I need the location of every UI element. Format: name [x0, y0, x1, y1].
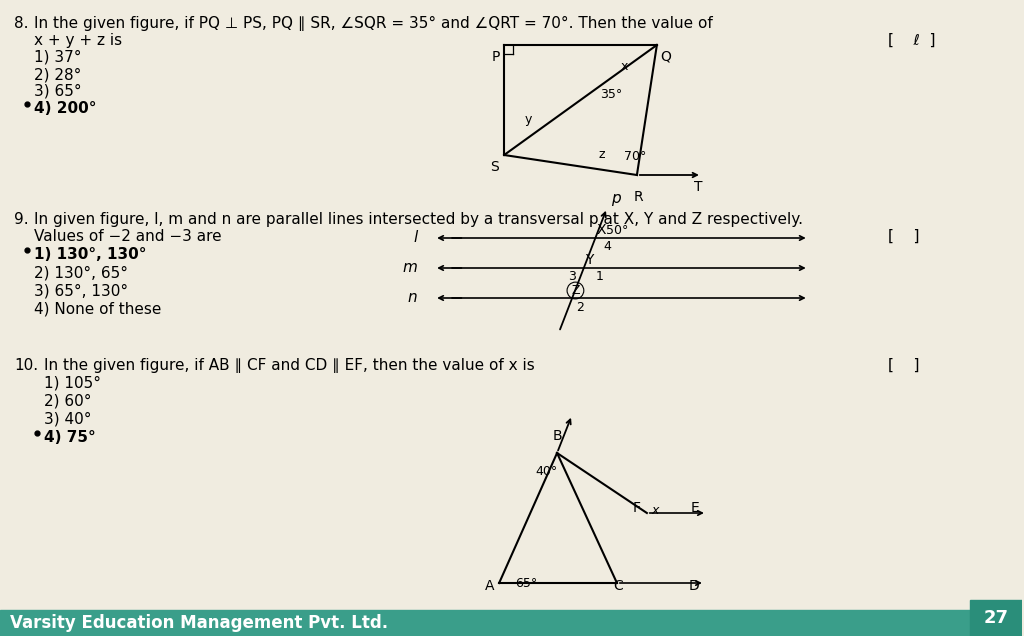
Text: F: F	[633, 501, 641, 515]
Text: 1: 1	[596, 270, 603, 283]
Text: x: x	[651, 504, 658, 517]
Text: 2) 130°, 65°: 2) 130°, 65°	[34, 265, 128, 280]
Text: 2: 2	[577, 301, 584, 314]
Text: z: z	[599, 148, 605, 161]
Text: x: x	[621, 60, 629, 73]
Text: 2) 60°: 2) 60°	[44, 394, 91, 409]
Text: In the given figure, if PQ ⊥ PS, PQ ∥ SR, ∠SQR = 35° and ∠QRT = 70°. Then the va: In the given figure, if PQ ⊥ PS, PQ ∥ SR…	[34, 16, 713, 31]
Text: 4) 200°: 4) 200°	[34, 101, 96, 116]
Text: 1) 105°: 1) 105°	[44, 376, 101, 391]
Text: [    ]: [ ]	[889, 358, 920, 373]
Text: Z: Z	[571, 284, 580, 297]
Text: [    ℓ  ]: [ ℓ ]	[889, 33, 936, 48]
Text: S: S	[490, 160, 499, 174]
Text: 1) 37°: 1) 37°	[34, 50, 82, 65]
Bar	[0, 610, 1022, 636]
Text: 50°: 50°	[606, 224, 629, 237]
Text: P: P	[492, 50, 500, 64]
Text: Y: Y	[585, 253, 593, 267]
Text: 9.: 9.	[14, 212, 29, 227]
Text: 4) None of these: 4) None of these	[34, 301, 162, 316]
Text: Varsity Education Management Pvt. Ltd.: Varsity Education Management Pvt. Ltd.	[10, 614, 388, 632]
Text: C: C	[613, 579, 623, 593]
Text: Values of −2 and −3 are: Values of −2 and −3 are	[34, 229, 221, 244]
Text: 40°: 40°	[536, 465, 557, 478]
Text: y: y	[525, 113, 532, 126]
Text: In the given figure, if AB ∥ CF and CD ∥ EF, then the value of x is: In the given figure, if AB ∥ CF and CD ∥…	[44, 358, 535, 373]
Text: T: T	[694, 180, 702, 194]
Text: 65°: 65°	[515, 577, 538, 590]
Text: 3) 65°, 130°: 3) 65°, 130°	[34, 283, 128, 298]
Text: 35°: 35°	[600, 88, 623, 101]
Text: E: E	[691, 501, 699, 515]
Text: D: D	[689, 579, 699, 593]
Text: 3: 3	[567, 270, 575, 283]
Text: B: B	[553, 429, 562, 443]
Text: In given figure, l, m and n are parallel lines intersected by a transversal p at: In given figure, l, m and n are parallel…	[34, 212, 803, 227]
Text: X: X	[596, 223, 606, 237]
Text: 4) 75°: 4) 75°	[44, 430, 95, 445]
Text: [    ]: [ ]	[889, 229, 920, 244]
Text: l: l	[413, 230, 418, 245]
Text: n: n	[408, 291, 418, 305]
Text: 3) 40°: 3) 40°	[44, 412, 91, 427]
Text: x + y + z is: x + y + z is	[34, 33, 122, 48]
Text: 4: 4	[603, 240, 611, 253]
Text: m: m	[402, 261, 418, 275]
Text: 70°: 70°	[624, 150, 646, 163]
Text: 8.: 8.	[14, 16, 29, 31]
Text: R: R	[634, 190, 643, 204]
Text: 10.: 10.	[14, 358, 38, 373]
Text: A: A	[485, 579, 495, 593]
Text: 2) 28°: 2) 28°	[34, 67, 81, 82]
Text: 3) 65°: 3) 65°	[34, 84, 82, 99]
Text: p: p	[611, 191, 621, 206]
Text: 27: 27	[984, 609, 1009, 627]
Text: Q: Q	[659, 50, 671, 64]
Bar	[971, 600, 1022, 636]
Text: 1) 130°, 130°: 1) 130°, 130°	[34, 247, 146, 262]
